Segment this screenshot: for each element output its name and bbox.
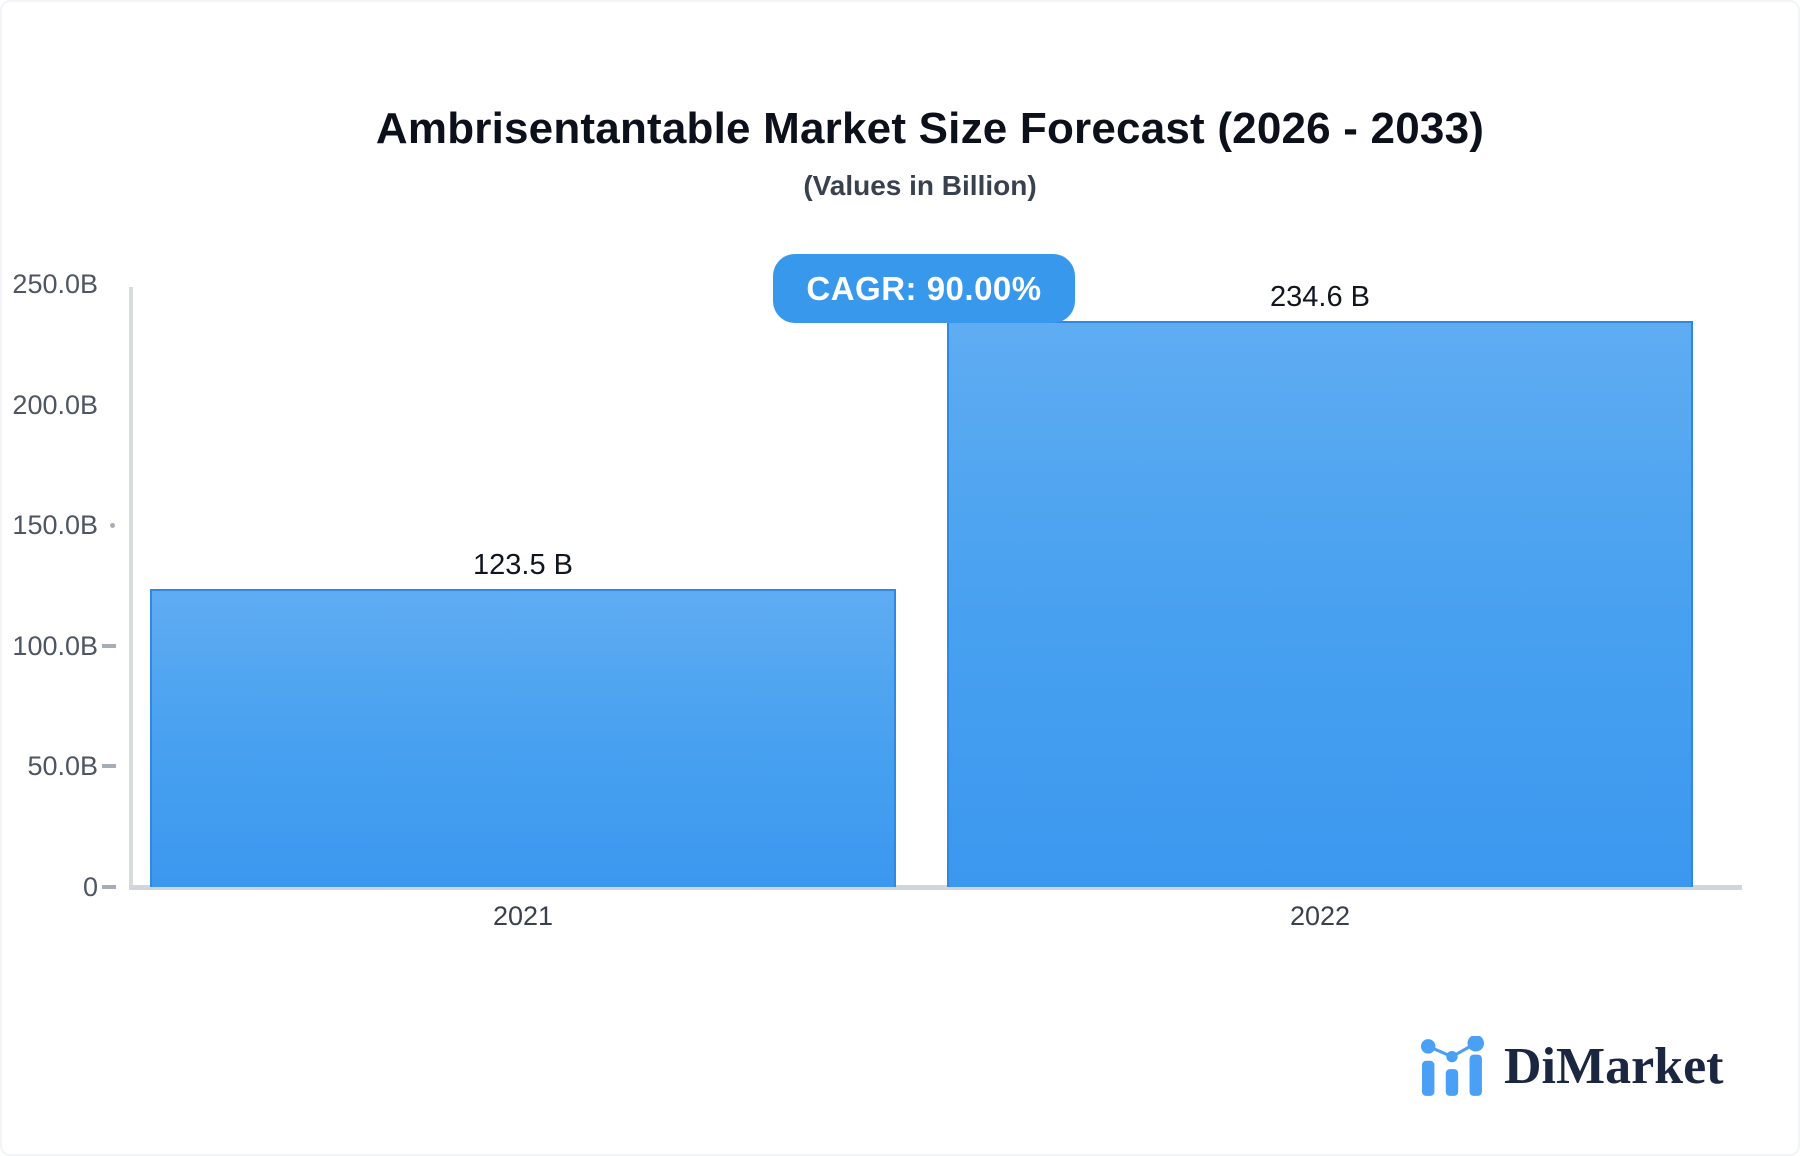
dimarket-logo: DiMarket xyxy=(1418,1036,1723,1098)
chart-subtitle: (Values in Billion) xyxy=(803,170,1037,201)
y-axis-tick-mark xyxy=(110,523,115,529)
y-axis-tick-label: 50.0B xyxy=(27,751,98,782)
y-axis-tick-mark xyxy=(102,885,116,889)
x-axis-line xyxy=(129,885,1742,890)
bar-value-label: 234.6 B xyxy=(1270,281,1370,314)
y-axis-tick-mark xyxy=(102,764,116,769)
y-axis-tick-mark xyxy=(102,643,116,648)
cagr-badge-label: CAGR: 90.00% xyxy=(806,269,1042,307)
bar-chart-logo-icon xyxy=(1420,1036,1484,1096)
y-axis-tick-label: 200.0B xyxy=(12,389,98,420)
y-axis-tick-label: 250.0B xyxy=(12,269,98,299)
bar-2022 xyxy=(947,321,1693,887)
y-axis-tick-label: 0 xyxy=(82,872,98,902)
y-axis-line xyxy=(129,287,133,887)
y-axis-tick-label: 150.0B xyxy=(12,510,98,541)
chart-title: Ambrisentantable Market Size Forecast (2… xyxy=(375,104,1485,153)
dimarket-logo-text: DiMarket xyxy=(1504,1038,1724,1095)
y-axis-tick-label: 100.0B xyxy=(12,630,98,661)
bar-2021 xyxy=(150,589,896,887)
cagr-badge: CAGR: 90.00% xyxy=(773,254,1075,323)
x-axis-category-label: 2022 xyxy=(1289,901,1351,931)
bar-value-label: 123.5 B xyxy=(473,549,573,582)
x-axis-category-label: 2021 xyxy=(492,901,554,931)
